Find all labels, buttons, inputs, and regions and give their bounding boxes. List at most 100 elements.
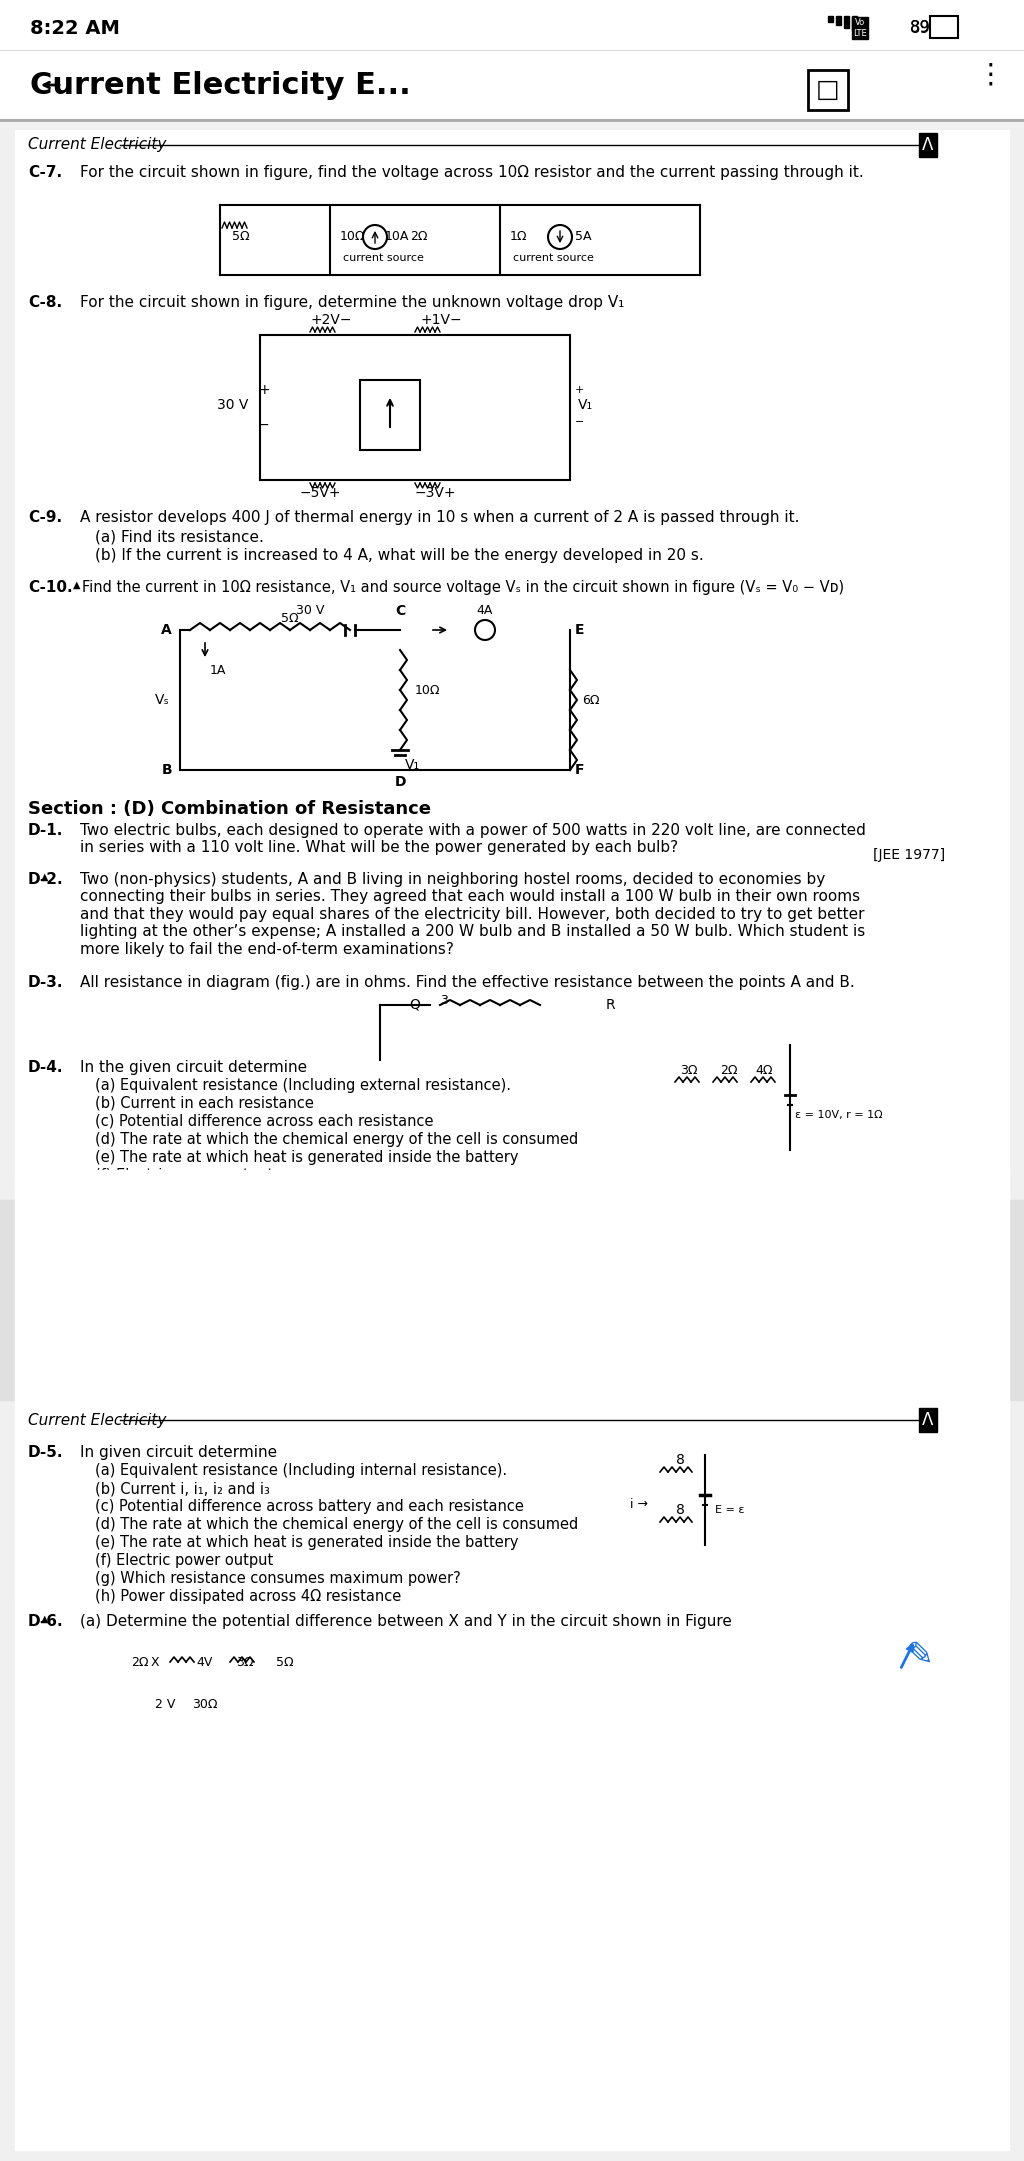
Text: (h) Which resistance consumes maximum power?: (h) Which resistance consumes maximum po… [95, 1204, 461, 1219]
Text: V₁: V₁ [578, 398, 593, 413]
Text: +: + [575, 385, 585, 395]
Text: C: C [395, 605, 406, 618]
Text: A: A [161, 622, 172, 637]
Bar [808, 69, 848, 110]
Text: E: E [575, 622, 585, 637]
Text: +: + [258, 382, 269, 398]
Text: (d) The rate at which the chemical energy of the cell is consumed: (d) The rate at which the chemical energ… [95, 1132, 579, 1147]
Text: (i) Power dissipated in 3Ω resistance.: (i) Power dissipated in 3Ω resistance. [95, 1221, 367, 1236]
Bar [15, 1249, 135, 1301]
Text: (b) If the current is increased to 4 A, what will be the energy developed in 20 : (b) If the current is increased to 4 A, … [95, 549, 703, 564]
Text: X: X [151, 1655, 160, 1668]
Text: 3Ω: 3Ω [237, 1655, 254, 1668]
Text: 3: 3 [440, 994, 447, 1007]
Text: ▲: ▲ [73, 579, 81, 590]
Text: 5Ω: 5Ω [232, 231, 250, 244]
Text: 10Ω: 10Ω [415, 683, 440, 696]
Text: D-5.: D-5. [28, 1446, 63, 1461]
Text: Λ: Λ [923, 136, 934, 153]
Text: 2Ω: 2Ω [410, 231, 427, 244]
Text: (a) Equivalent resistance (Including internal resistance).: (a) Equivalent resistance (Including int… [95, 1463, 507, 1478]
Text: C-10.: C-10. [28, 579, 73, 594]
Text: C-9.: C-9. [28, 510, 62, 525]
Text: ⋮: ⋮ [976, 61, 1004, 89]
Text: −5V+: −5V+ [300, 486, 341, 499]
Text: ADVCE - 40: ADVCE - 40 [906, 1273, 994, 1288]
Text: −: − [258, 417, 269, 432]
Text: +1V−: +1V− [420, 313, 462, 326]
Text: Educating for better tomorrow: Educating for better tomorrow [11, 1286, 139, 1294]
Text: 2Ω: 2Ω [720, 1063, 737, 1076]
Text: (b) Current in each resistance: (b) Current in each resistance [95, 1096, 314, 1111]
Text: Two (non-physics) students, A and B living in neighboring hostel rooms, decided : Two (non-physics) students, A and B livi… [80, 873, 865, 957]
Text: 30Ω: 30Ω [193, 1699, 218, 1712]
Text: C-8.: C-8. [28, 296, 62, 309]
Text: 10A: 10A [385, 231, 410, 244]
Text: (a) Find its resistance.: (a) Find its resistance. [95, 529, 264, 545]
Text: Λ: Λ [923, 1411, 934, 1428]
Bar [15, 545, 1009, 571]
Text: 8:22 AM: 8:22 AM [30, 19, 120, 37]
Text: i →: i → [630, 1498, 648, 1511]
Text: current source: current source [343, 253, 424, 264]
Text: D-6.: D-6. [28, 1614, 63, 1629]
Text: (d) The rate at which the chemical energy of the cell is consumed: (d) The rate at which the chemical energ… [95, 1517, 579, 1532]
Text: (f) Electric power output: (f) Electric power output [95, 1554, 273, 1569]
Bar [15, 1249, 1009, 1301]
Text: 4Ω: 4Ω [755, 1063, 772, 1076]
Text: 5Ω: 5Ω [282, 612, 299, 625]
Text: 10Ω: 10Ω [340, 231, 366, 244]
Text: 89: 89 [909, 19, 931, 37]
Text: C-7.: C-7. [28, 164, 62, 179]
Text: 6Ω: 6Ω [582, 694, 599, 707]
Text: ▲: ▲ [41, 1614, 48, 1625]
Text: 2 V: 2 V [155, 1699, 175, 1712]
Text: 8: 8 [676, 1452, 684, 1467]
Text: 1Ω: 1Ω [510, 231, 527, 244]
Text: 30 V: 30 V [217, 398, 248, 413]
Text: (g) Potential difference across battery: (g) Potential difference across battery [95, 1186, 373, 1202]
Bar [930, 15, 958, 39]
Text: Resonance: Resonance [37, 1269, 113, 1281]
Text: −3V+: −3V+ [415, 486, 457, 499]
Text: Q: Q [410, 998, 421, 1011]
Text: (a) Equivalent resistance (Including external resistance).: (a) Equivalent resistance (Including ext… [95, 1078, 511, 1093]
Text: 1A: 1A [210, 663, 226, 676]
Text: B: B [162, 763, 172, 778]
Text: Reg. & Corp. Office: CG Tower, A-46 & 52 IPIA, Near City Mall, Jhalawar Road, Ko: Reg. & Corp. Office: CG Tower, A-46 & 52… [145, 1269, 614, 1303]
Text: Λ: Λ [923, 136, 934, 153]
Text: ε = 10V, r = 1Ω: ε = 10V, r = 1Ω [795, 1111, 883, 1119]
Text: F: F [575, 763, 585, 778]
Text: 2Ω: 2Ω [131, 1655, 148, 1668]
Bar [15, 1169, 1009, 1599]
Text: In given circuit determine: In given circuit determine [80, 1446, 278, 1461]
Text: (e) The rate at which heat is generated inside the battery: (e) The rate at which heat is generated … [95, 1150, 518, 1165]
Text: For the circuit shown in figure, determine the unknown voltage drop V₁: For the circuit shown in figure, determi… [80, 296, 625, 309]
Text: In the given circuit determine: In the given circuit determine [80, 1061, 307, 1074]
Text: D: D [394, 776, 406, 789]
Bar [852, 15, 857, 30]
Text: D-3.: D-3. [28, 975, 63, 990]
Text: Vₛ: Vₛ [156, 694, 170, 707]
Text: (a) Determine the potential difference between X and Y in the circuit shown in F: (a) Determine the potential difference b… [80, 1614, 732, 1629]
Text: (f) Electric power output: (f) Electric power output [95, 1167, 273, 1182]
Text: Two electric bulbs, each designed to operate with a power of 500 watts in 220 vo: Two electric bulbs, each designed to ope… [80, 823, 866, 856]
Text: V₁: V₁ [406, 759, 420, 771]
Text: Find the current in 10Ω resistance, V₁ and source voltage Vₛ in the circuit show: Find the current in 10Ω resistance, V₁ a… [82, 579, 844, 594]
Bar [844, 15, 849, 28]
Text: Current Electricity E...: Current Electricity E... [30, 71, 411, 99]
Text: (c) Potential difference across each resistance: (c) Potential difference across each res… [95, 1115, 433, 1128]
Text: 30 V: 30 V [296, 603, 325, 616]
Text: 8: 8 [676, 1504, 684, 1517]
Text: [JEE 1977]: [JEE 1977] [872, 847, 945, 862]
Text: D-1.: D-1. [28, 823, 63, 838]
Text: Current Electricity: Current Electricity [28, 1413, 166, 1428]
Text: E = ε: E = ε [715, 1504, 744, 1515]
Text: A resistor develops 400 J of thermal energy in 10 s when a current of 2 A is pas: A resistor develops 400 J of thermal ene… [80, 510, 800, 525]
Text: 5A: 5A [575, 231, 592, 244]
Text: Section : (D) Combination of Resistance: Section : (D) Combination of Resistance [28, 800, 431, 819]
Text: (e) The rate at which heat is generated inside the battery: (e) The rate at which heat is generated … [95, 1534, 518, 1549]
Text: +2V−: +2V− [310, 313, 351, 326]
Text: (c) Potential difference across battery and each resistance: (c) Potential difference across battery … [95, 1500, 524, 1515]
Text: D-2.: D-2. [28, 873, 63, 886]
